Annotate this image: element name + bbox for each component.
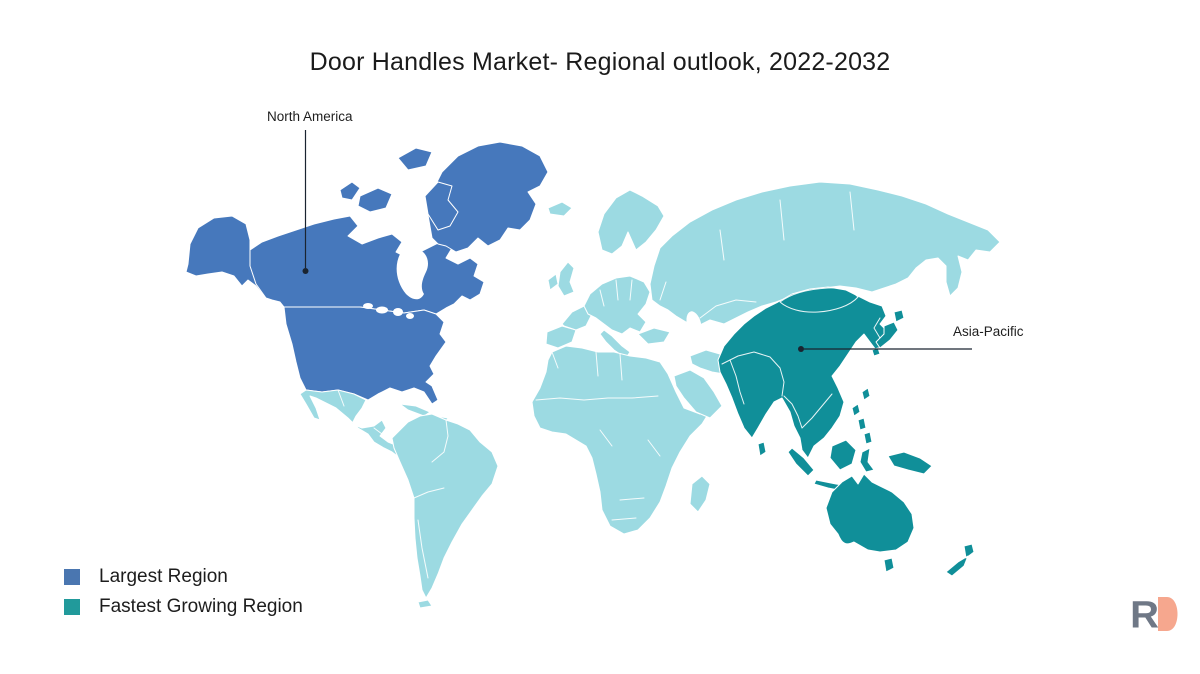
region-taiwan: [861, 387, 871, 401]
region-tasmania: [883, 557, 895, 573]
great-lakes: [393, 308, 403, 316]
border-himalaya: [721, 351, 785, 397]
region-france: [561, 305, 593, 331]
hudson-bay: [396, 247, 428, 300]
region-borneo: [829, 439, 857, 471]
region-britain: [557, 261, 575, 297]
region-sulawesi: [859, 447, 875, 473]
region-arctic-islands: [339, 181, 361, 201]
country-borders: [337, 191, 855, 579]
north-america-anchor-dot: [302, 268, 309, 274]
legend-item-largest: Largest Region: [64, 562, 303, 592]
north-america-label: North America: [267, 109, 353, 124]
region-japan: [875, 321, 899, 349]
region-japan: [893, 309, 905, 323]
region-ireland: [547, 273, 559, 291]
region-central-europe: [583, 275, 651, 335]
region-north-america: [185, 141, 549, 405]
region-south-america: [391, 413, 499, 599]
region-australia: [825, 473, 915, 553]
legend-item-fastest: Fastest Growing Region: [64, 592, 303, 622]
border-mongolia: [779, 287, 859, 313]
fastest-growing-region-swatch-icon: [64, 599, 80, 615]
region-arabia: [673, 369, 723, 419]
largest-region-swatch-icon: [64, 569, 80, 585]
region-rest-of-world: [299, 181, 1001, 609]
region-arctic-islands: [424, 181, 459, 231]
great-lakes: [406, 313, 414, 319]
brand-logo: R: [1130, 594, 1184, 636]
region-iberia: [545, 325, 577, 349]
region-sumatra: [787, 447, 815, 477]
largest-region-label: Largest Region: [99, 566, 228, 587]
region-africa: [531, 345, 713, 535]
region-tierra-del-fuego: [417, 599, 433, 609]
great-lakes: [376, 306, 388, 314]
region-new-guinea: [887, 451, 933, 475]
region-asia-pacific: [717, 286, 975, 577]
region-arctic-islands: [357, 187, 393, 213]
region-greenland: [427, 141, 549, 253]
logo-d-icon: [1158, 597, 1178, 631]
region-arctic-islands: [397, 147, 433, 171]
asia-pacific-label: Asia-Pacific: [953, 324, 1024, 339]
region-turkey: [637, 327, 671, 345]
border-pakistan-india: [729, 359, 745, 405]
region-asia-mainland: [717, 286, 889, 459]
region-iceland: [547, 201, 573, 217]
fastest-growing-region-label: Fastest Growing Region: [99, 596, 303, 617]
great-lakes: [363, 303, 373, 309]
annotation-lines: [302, 130, 972, 352]
region-cuba: [399, 403, 431, 417]
region-scandinavia: [597, 189, 665, 255]
region-philippines: [851, 403, 873, 445]
region-sri-lanka: [757, 441, 767, 457]
asia-pacific-anchor-dot: [798, 346, 804, 352]
region-russia: [649, 181, 1001, 327]
logo-letter-r: R: [1130, 594, 1159, 636]
region-madagascar: [689, 475, 711, 513]
border-southeast-asia: [783, 317, 881, 429]
legend: Largest Region Fastest Growing Region: [64, 562, 303, 622]
page-title: Door Handles Market- Regional outlook, 2…: [309, 48, 891, 76]
caspian-sea: [686, 311, 702, 337]
region-new-zealand: [945, 543, 975, 577]
region-usa: [283, 306, 447, 405]
